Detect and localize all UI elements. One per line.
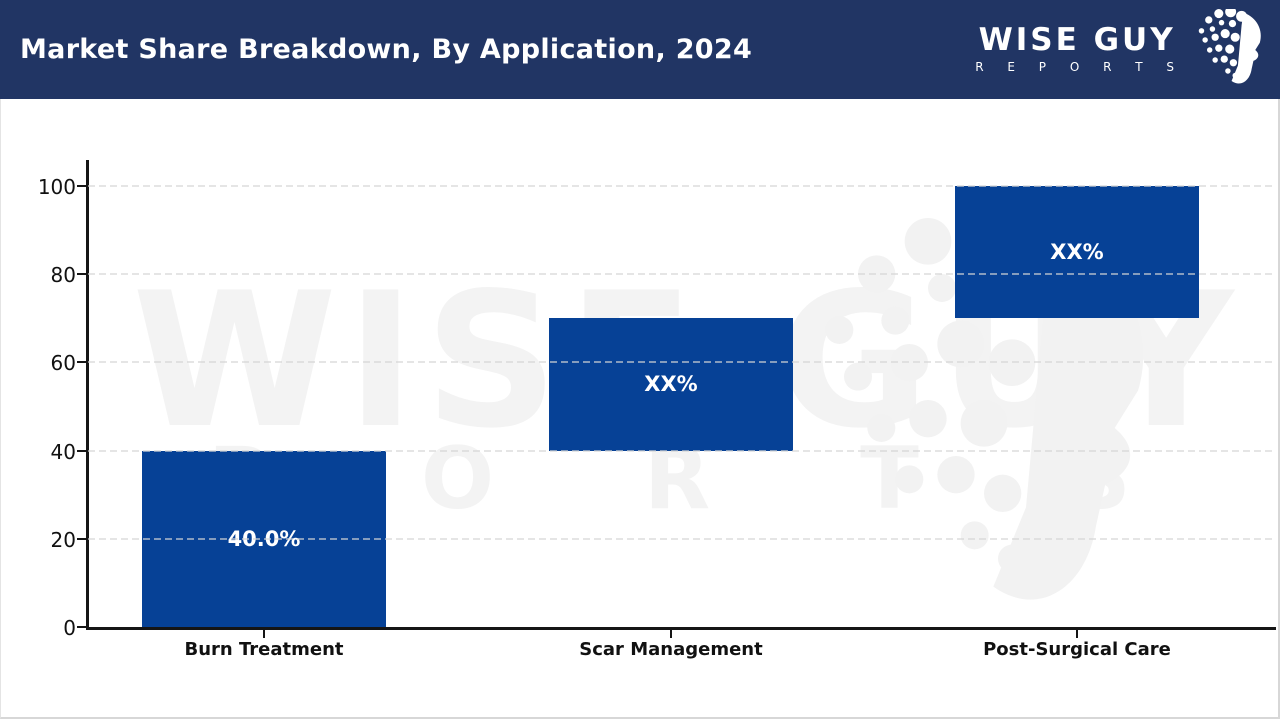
y-tick-label: 80 — [50, 263, 76, 288]
chart-bar-post-surgical-care: XX% — [955, 186, 1199, 319]
y-tick-label: 20 — [50, 527, 76, 552]
y-tick-label: 100 — [37, 175, 76, 199]
x-tick-label: Scar Management — [579, 639, 763, 660]
y-axis-line — [86, 160, 89, 630]
y-tick-label: 60 — [50, 351, 76, 376]
x-tick-mark — [670, 630, 672, 638]
y-tick-mark — [77, 361, 86, 364]
bar-value-label: XX% — [1050, 240, 1104, 265]
gridline — [88, 361, 1276, 364]
y-tick-mark — [77, 185, 86, 187]
x-tick-mark — [263, 630, 265, 638]
page-title: Market Share Breakdown, By Application, … — [20, 34, 753, 65]
y-tick-mark — [77, 626, 86, 628]
gridline — [88, 537, 1276, 540]
bar-value-label: XX% — [644, 372, 698, 397]
logo-face-icon — [1198, 8, 1261, 83]
wise-guy-logo: WISE GUY R E P O R T S — [970, 8, 1280, 91]
x-tick-label: Burn Treatment — [184, 639, 344, 660]
y-tick-mark — [77, 449, 86, 452]
logo-subtitle: R E P O R T S — [975, 60, 1184, 74]
logo-text: WISE GUY R E P O R T S — [970, 22, 1184, 75]
y-tick-label: 0 — [63, 616, 76, 640]
y-tick-mark — [77, 537, 86, 540]
x-axis-line — [86, 627, 1276, 630]
x-tick-label: Post-Surgical Care — [983, 639, 1171, 660]
y-tick-mark — [77, 273, 86, 276]
x-tick-mark — [1076, 630, 1078, 638]
gridline — [88, 273, 1276, 276]
gridline — [88, 449, 1276, 452]
chart-bar-scar-management: XX% — [549, 318, 793, 451]
gridline — [88, 185, 1276, 187]
logo-wordmark: WISE GUY — [978, 22, 1176, 58]
y-tick-label: 40 — [50, 439, 76, 464]
header: Market Share Breakdown, By Application, … — [0, 0, 1280, 99]
